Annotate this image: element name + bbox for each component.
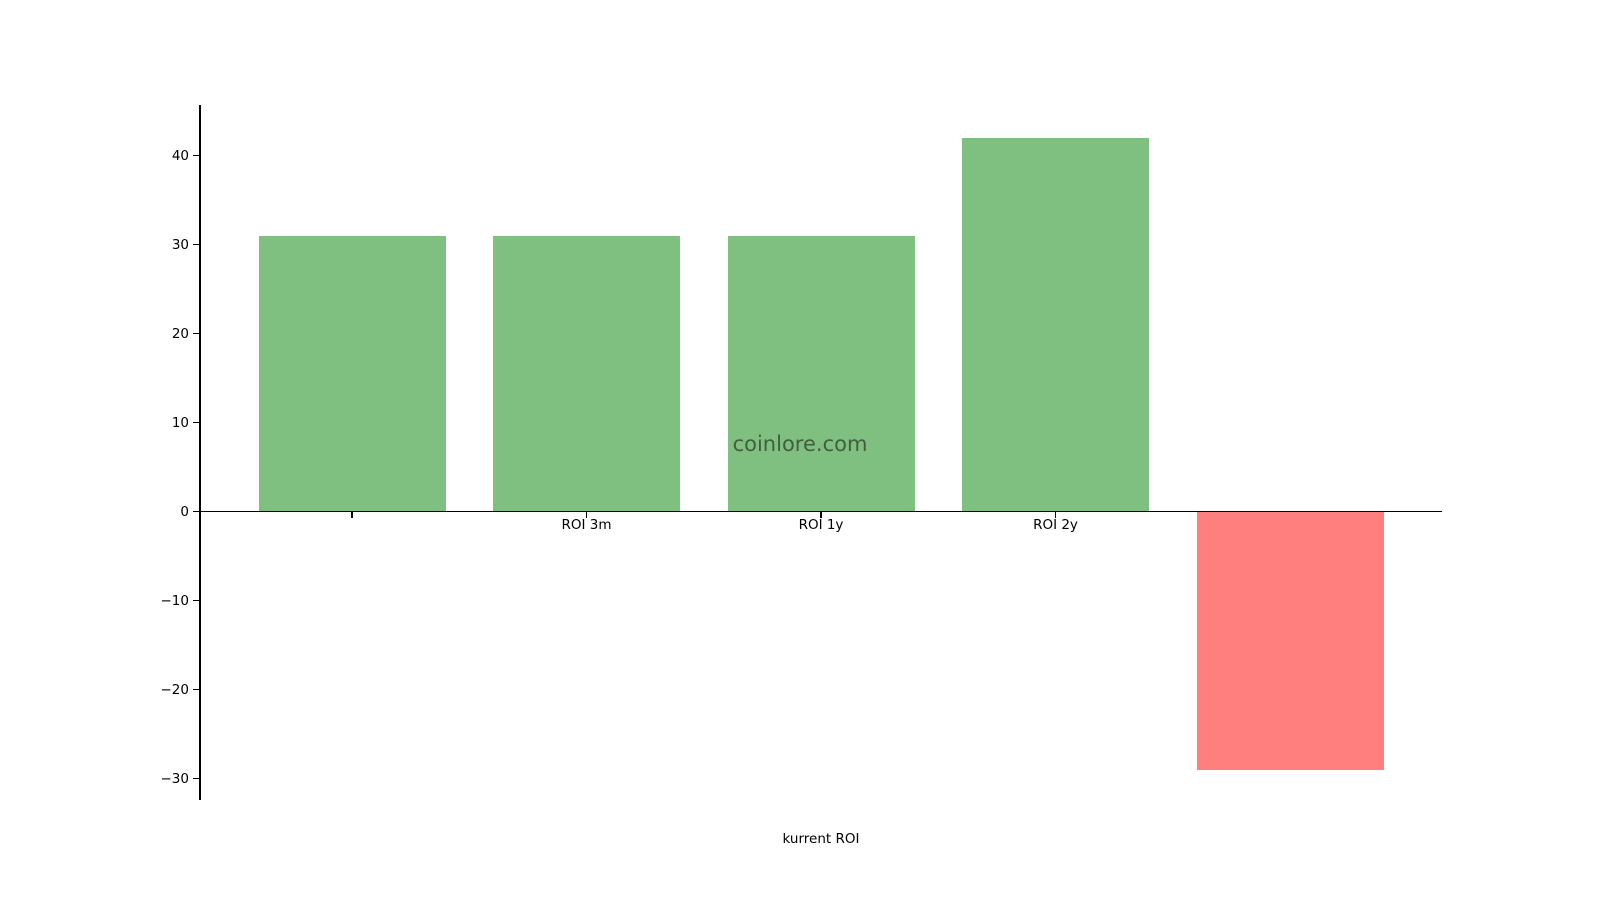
y-tick-label: 10	[171, 414, 189, 431]
watermark-text: coinlore.com	[732, 432, 868, 456]
y-tick-label: −20	[160, 681, 190, 698]
y-tick-mark	[193, 333, 200, 335]
x-axis-title: kurrent ROI	[782, 831, 860, 847]
x-tick-label: ROI 1y	[798, 517, 844, 534]
roi-bar-positive	[258, 235, 446, 512]
y-tick-label: 30	[171, 236, 189, 253]
y-tick-label: 40	[171, 147, 189, 164]
y-tick-mark	[193, 422, 200, 424]
y-tick-mark	[193, 600, 200, 602]
x-axis-line	[199, 511, 1443, 513]
y-axis-line	[199, 105, 201, 800]
y-tick-label: 0	[180, 503, 189, 520]
x-tick-label: ROI 2y	[1033, 517, 1078, 534]
roi-bar-positive	[727, 235, 915, 512]
roi-bar-negative	[1196, 511, 1384, 770]
y-tick-label: −30	[160, 770, 190, 787]
y-tick-mark	[193, 244, 200, 246]
x-tick-mark	[820, 511, 822, 518]
y-tick-mark	[193, 511, 200, 513]
x-tick-label: ROI 3m	[561, 517, 612, 534]
y-tick-label: 20	[171, 325, 189, 342]
x-tick-mark	[351, 511, 353, 518]
x-tick-mark	[1054, 511, 1057, 518]
x-tick-mark	[585, 511, 588, 518]
y-tick-mark	[193, 155, 200, 157]
y-tick-mark	[193, 777, 200, 780]
y-tick-mark	[193, 689, 200, 691]
y-tick-label: −10	[160, 592, 190, 609]
roi-bar-positive	[493, 235, 680, 512]
roi-bar-positive	[962, 137, 1149, 512]
